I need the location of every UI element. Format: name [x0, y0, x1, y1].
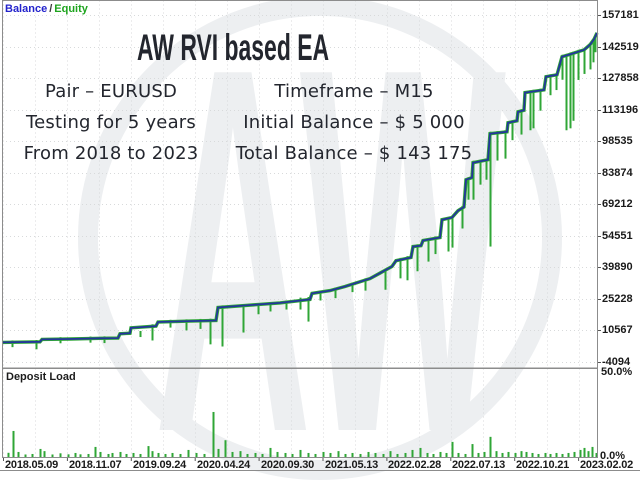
deposit-load-label: Deposit Load — [6, 371, 76, 383]
y-axis-label: -4094 — [602, 356, 631, 368]
y-axis-label: 98535 — [602, 135, 633, 147]
legend-balance-label: Balance — [5, 3, 48, 15]
info-initial-balance: Initial Balance – $ 5 000 — [243, 112, 465, 133]
test-info-left: Pair – EURUSD Testing for 5 years From 2… — [0, 76, 222, 169]
x-axis-label: 2021.05.13 — [325, 459, 379, 471]
watermark-aw-logo: AW — [154, 0, 508, 480]
deposit-min-label: 0.0% — [600, 450, 626, 462]
y-axis-label: 157181 — [602, 9, 639, 21]
y-axis-label: 142519 — [602, 41, 639, 53]
info-timeframe: Timeframe – M15 — [274, 81, 434, 102]
y-axis-label: 69212 — [602, 198, 633, 210]
info-pair: Pair – EURUSD — [44, 81, 178, 102]
x-axis-label: 2022.10.21 — [516, 459, 570, 471]
test-info-right: Timeframe – M15 Initial Balance – $ 5 00… — [226, 76, 482, 169]
y-axis-label: 113196 — [602, 104, 639, 116]
y-axis-label: 39890 — [602, 261, 633, 273]
x-axis-label: 2022.07.13 — [452, 459, 506, 471]
x-axis-label: 2018.05.09 — [5, 459, 59, 471]
chart-legend: Balance / Equity — [5, 3, 88, 15]
x-axis-label: 2022.02.28 — [388, 459, 442, 471]
info-years-range: From 2018 to 2023 — [23, 143, 199, 164]
x-axis-label: 2023.02.02 — [580, 459, 634, 471]
y-axis-label: 25228 — [602, 293, 633, 305]
x-axis-label: 2020.09.30 — [261, 459, 315, 471]
balance-line — [1, 32, 598, 344]
deposit-panel-border — [2, 368, 598, 458]
y-axis-label: 54551 — [602, 230, 633, 242]
deposit-max-label: 50.0% — [601, 366, 633, 378]
legend-separator: / — [49, 3, 53, 15]
legend-equity-label: Equity — [54, 3, 88, 15]
x-axis-label: 2020.04.24 — [197, 459, 251, 471]
y-axis-label: 83874 — [602, 167, 633, 179]
info-testing-period: Testing for 5 years — [26, 112, 196, 133]
x-axis-label: 2019.09.24 — [133, 459, 187, 471]
info-total-balance: Total Balance – $ 143 175 — [235, 143, 473, 164]
x-axis-label: 2018.11.07 — [69, 459, 122, 471]
y-axis-label: 10567 — [602, 324, 633, 336]
y-axis-label: 127858 — [602, 72, 639, 84]
page-title: AW RVI based EA — [137, 27, 330, 68]
